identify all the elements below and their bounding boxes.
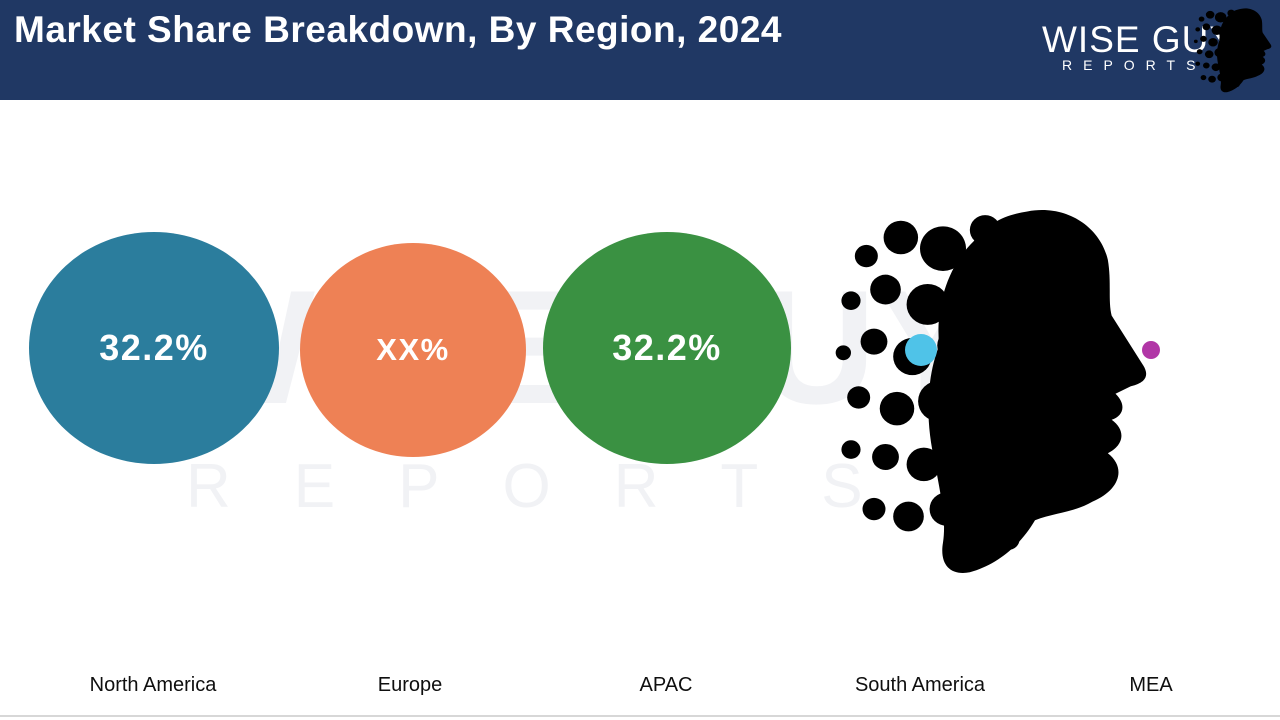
logo-subtext: REPORTS bbox=[1062, 57, 1207, 73]
bottom-divider bbox=[0, 715, 1280, 717]
category-label-north-america: North America bbox=[89, 674, 217, 696]
category-label-apac: APAC bbox=[639, 674, 693, 696]
bubble-mea bbox=[1142, 341, 1160, 359]
bubble-value-label: XX% bbox=[376, 332, 450, 367]
bubble-north-america: 32.2% bbox=[29, 232, 279, 464]
bubble-value-label: 32.2% bbox=[612, 327, 722, 368]
header-bar: Market Share Breakdown, By Region, 2024 … bbox=[0, 0, 1280, 100]
watermark-face-icon bbox=[828, 204, 1173, 576]
logo-face-icon bbox=[1192, 7, 1278, 93]
bubble-apac: 32.2% bbox=[543, 232, 791, 464]
category-label-south-america: South America bbox=[854, 674, 986, 696]
bubble-europe: XX% bbox=[300, 243, 526, 457]
watermark-subtext: REPORTS bbox=[186, 452, 926, 521]
category-label-mea: MEA bbox=[1129, 674, 1173, 696]
bubble-south-america bbox=[905, 334, 937, 366]
page-title: Market Share Breakdown, By Region, 2024 bbox=[14, 9, 782, 50]
category-label-europe: Europe bbox=[377, 674, 443, 696]
bubble-value-label: 32.2% bbox=[99, 327, 209, 368]
